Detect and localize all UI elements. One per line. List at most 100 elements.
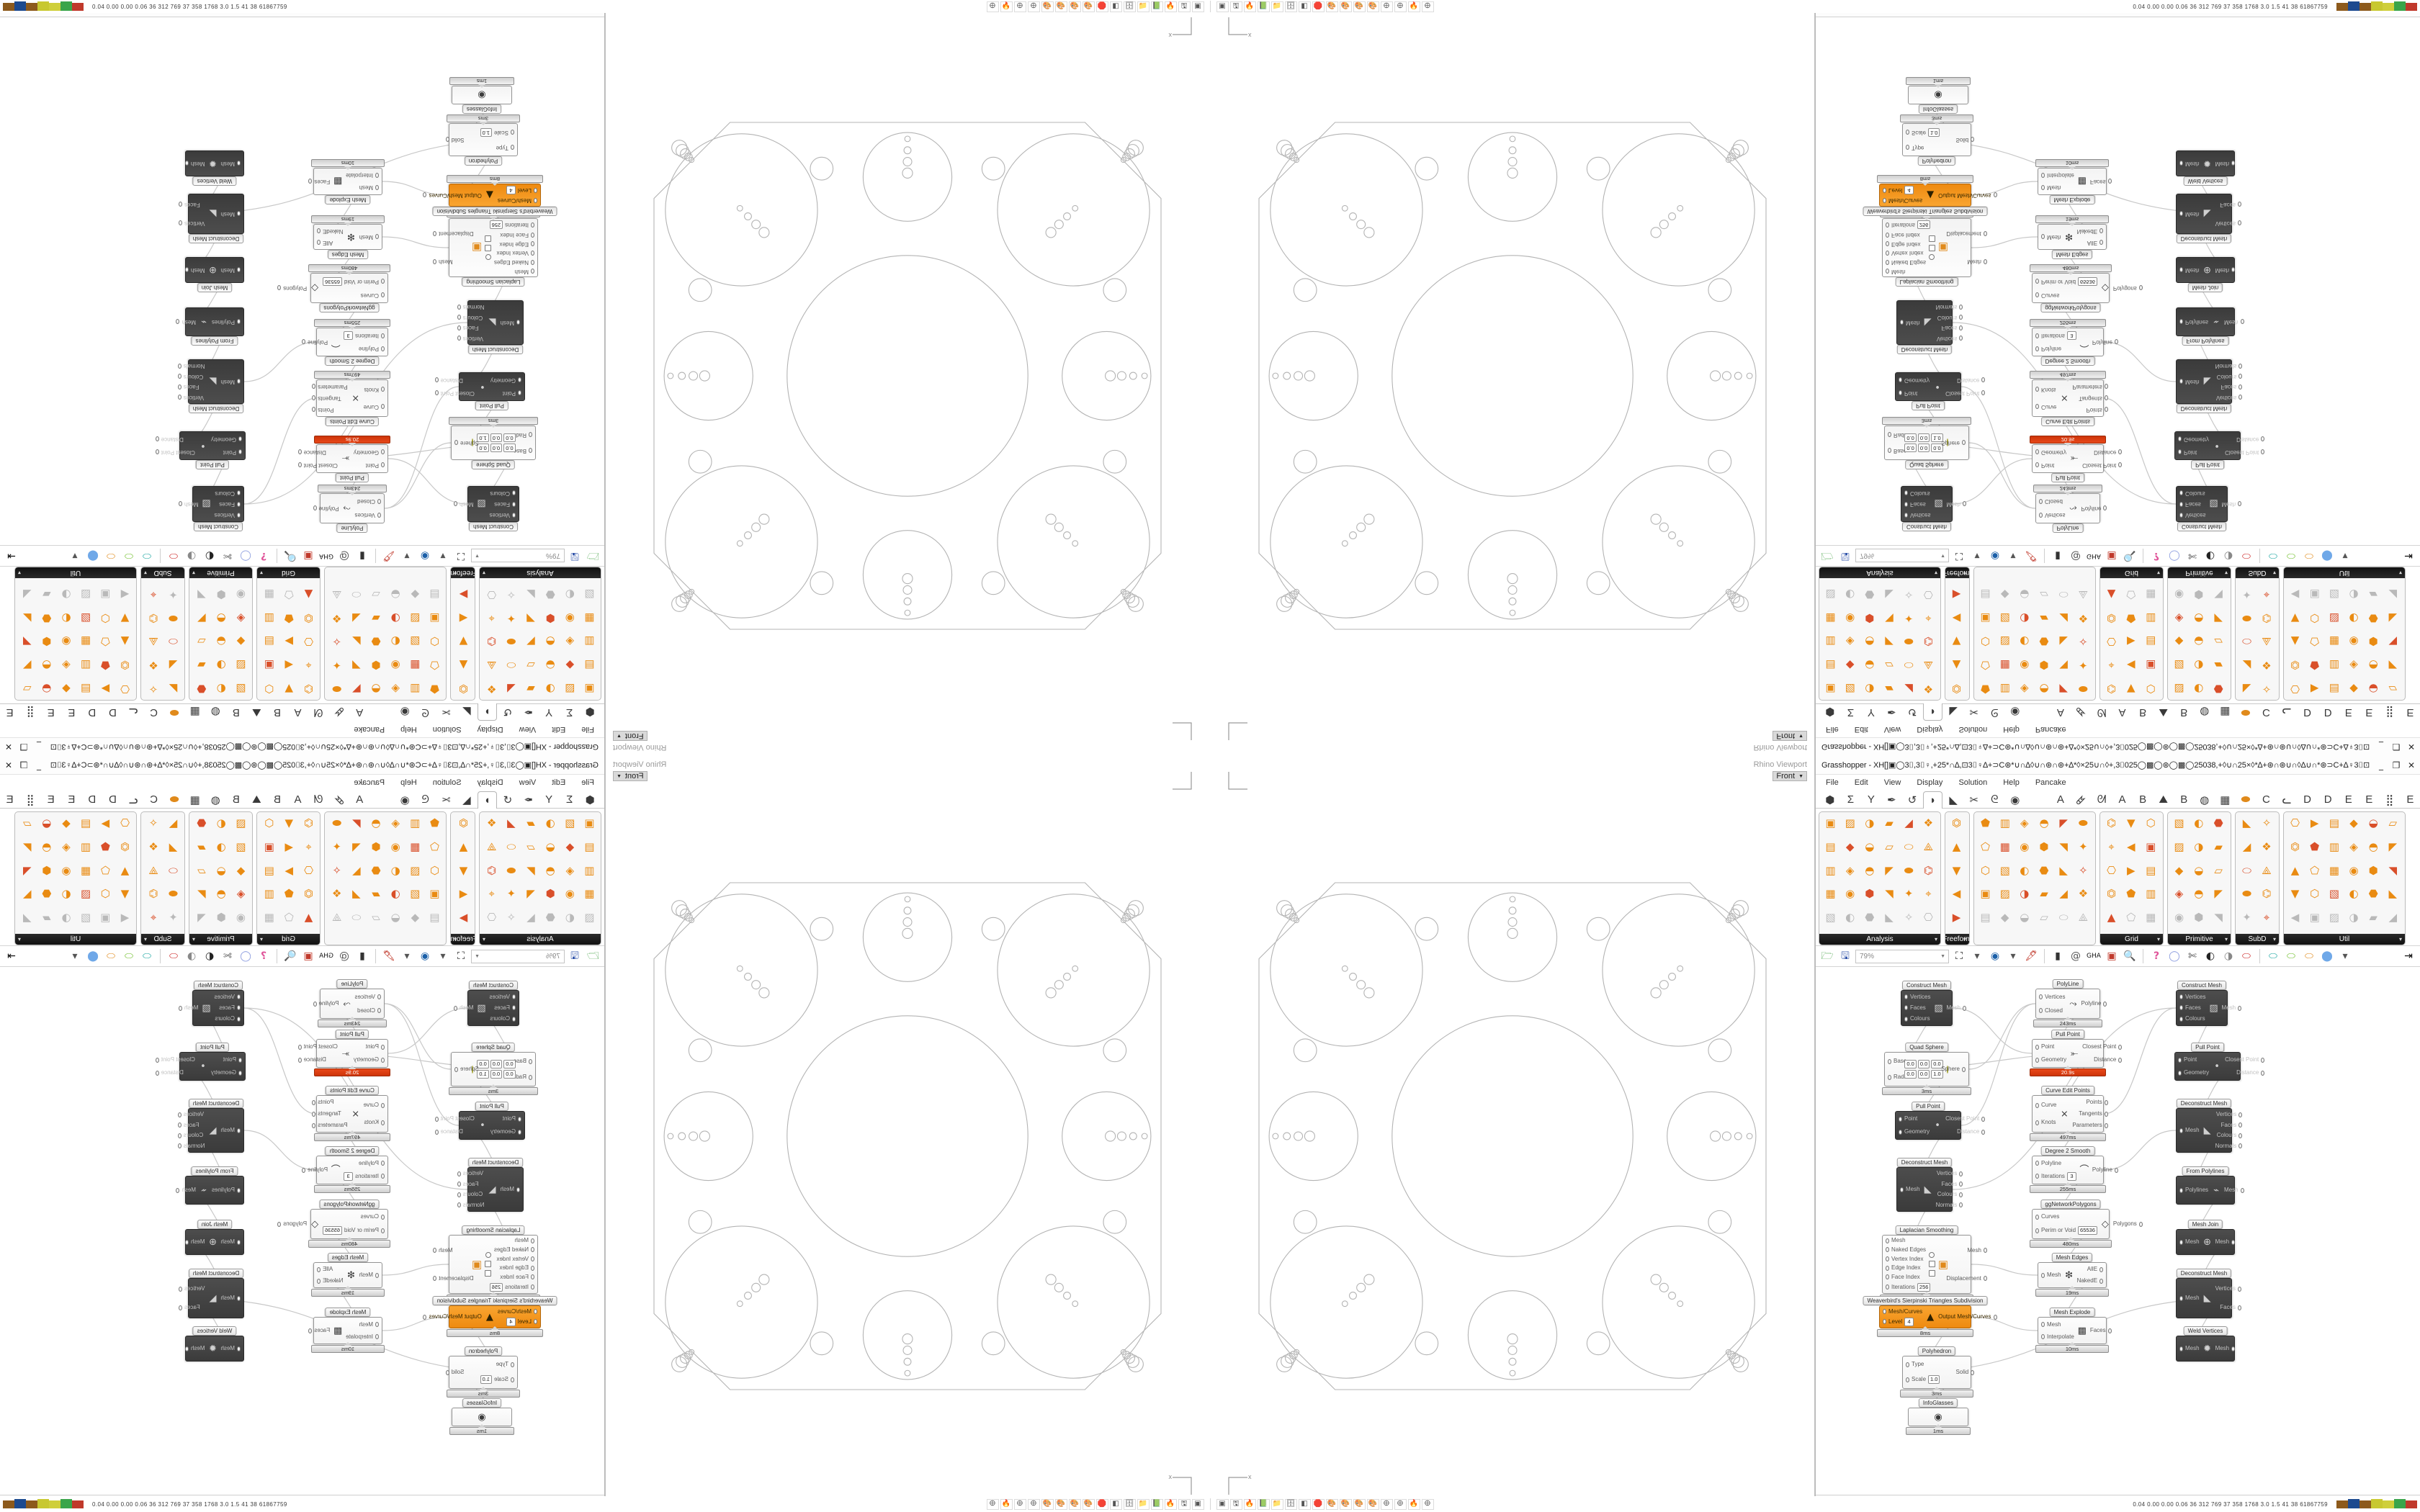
component-button[interactable]: ▰ — [526, 816, 535, 829]
component-button[interactable]: ◓ — [216, 611, 226, 625]
gh-node-input-port[interactable]: Polyline — [344, 346, 385, 353]
port-value-field[interactable]: 1.0 — [1928, 1375, 1940, 1384]
numeric-field[interactable]: 0.0 — [503, 444, 516, 452]
gh-node-body[interactable]: Mesh Naked Edges Vertex Index Edge Index Fac… — [1880, 210, 1987, 277]
port-connector-icon[interactable] — [2035, 1228, 2039, 1233]
gh-node-input-port[interactable]: Colours — [215, 490, 241, 497]
port-connector-icon[interactable] — [531, 1256, 534, 1262]
component-button[interactable]: ◥ — [352, 840, 361, 853]
component-button[interactable]: ◒ — [2194, 863, 2204, 877]
zoom-extents-icon[interactable]: ⛶ — [457, 550, 465, 562]
component-button[interactable]: ▲ — [1952, 840, 1961, 853]
component-button[interactable]: ◥ — [526, 887, 535, 901]
taskbar-app-icon[interactable]: ▣ — [1216, 1, 1229, 12]
gh-node-input-port[interactable]: Vertices — [1904, 511, 1930, 518]
component-button[interactable]: ◓ — [216, 887, 226, 901]
tab-addon-d2-tab[interactable]: D — [88, 706, 97, 719]
component-button[interactable]: ▥ — [2329, 840, 2339, 853]
port-connector-icon[interactable] — [176, 319, 180, 325]
gh-node-output-port[interactable]: Vertices — [177, 1111, 204, 1118]
component-button[interactable]: ◑ — [2349, 588, 2359, 601]
component-button[interactable]: ▣ — [100, 588, 111, 601]
port-connector-icon[interactable] — [1899, 1129, 1902, 1135]
gh-node-body[interactable]: Polylines ⌁ Mesh — [2176, 307, 2244, 336]
port-connector-icon[interactable] — [2114, 339, 2118, 345]
gh-node-body[interactable]: Point Geometry ⤜ Closest Point Distance 20.9s — [297, 1039, 390, 1076]
component-button[interactable]: ◥ — [22, 863, 32, 877]
component-button[interactable]: ◈ — [565, 863, 575, 877]
port-connector-icon[interactable] — [457, 336, 461, 341]
zoom-extents-icon[interactable]: ⛶ — [457, 950, 465, 962]
port-connector-icon[interactable] — [2035, 1174, 2039, 1179]
gh-node-input-port[interactable]: Mesh — [490, 268, 534, 275]
component-button[interactable]: ▣ — [1825, 816, 1836, 829]
component-button[interactable]: ✦ — [2242, 911, 2251, 924]
component-button[interactable]: ▱ — [22, 816, 32, 829]
port-value-field[interactable]: 65536 — [323, 277, 342, 286]
gh-node-input-port[interactable]: Naked Edges — [490, 1246, 534, 1254]
component-button[interactable]: ▥ — [1999, 816, 2010, 829]
port-connector-icon[interactable] — [2099, 1266, 2104, 1272]
numeric-field[interactable]: 0.0 — [1904, 444, 1917, 452]
component-button[interactable]: ▥ — [2146, 887, 2156, 901]
shade-red-icon[interactable]: ⬭ — [169, 950, 178, 962]
gh-node-deconstruct-mesh-1[interactable]: Deconstruct Mesh Mesh ◣ Vertices Faces Colour… — [1896, 1158, 1963, 1212]
port-connector-icon[interactable] — [2039, 499, 2043, 504]
port-connector-icon[interactable] — [177, 384, 182, 390]
component-button[interactable]: ⌖ — [2108, 840, 2115, 853]
minimize-button[interactable]: _ — [37, 742, 41, 752]
shade-dark-icon[interactable]: ◐ — [205, 550, 215, 562]
component-button[interactable]: ◣ — [2059, 863, 2068, 877]
search-solution-icon[interactable]: 🔍 — [284, 550, 297, 562]
port-connector-icon[interactable] — [1886, 269, 1889, 274]
component-button[interactable]: ◓ — [371, 683, 381, 696]
component-button[interactable]: ▶ — [101, 683, 110, 696]
gh-node-input-port[interactable]: Knots — [2035, 1119, 2056, 1126]
component-button[interactable]: ▦ — [410, 659, 421, 672]
gh-node-body[interactable]: Type Scale 1.0 Solid 3ms — [1900, 1356, 1975, 1398]
taskbar-app-icon[interactable]: 🜨 — [986, 1498, 999, 1510]
component-button[interactable]: ⬣ — [2368, 611, 2378, 625]
port-connector-icon[interactable] — [2240, 319, 2244, 325]
gh-node-polyhedron[interactable]: Polyhedron Type Scale 1.0 Solid 3ms — [445, 1346, 520, 1398]
gh-node-body[interactable]: Mesh ⊕ Mesh — [184, 257, 244, 283]
component-button[interactable]: ◢ — [22, 588, 32, 601]
port-connector-icon[interactable] — [2179, 1187, 2183, 1193]
component-button[interactable]: ⬭ — [351, 588, 362, 601]
tab-addon-e2-tab[interactable]: E — [47, 706, 55, 719]
port-connector-icon[interactable] — [2099, 240, 2104, 246]
port-connector-icon[interactable] — [381, 462, 385, 468]
gh-node-laplacian-smoothing[interactable]: Laplacian Smoothing Mesh Naked Edges Vertex… — [1880, 1225, 1987, 1302]
component-button[interactable]: ◀ — [2127, 659, 2136, 672]
gh-node-output-port[interactable]: Colours — [177, 373, 203, 380]
component-button[interactable]: ◣ — [2388, 887, 2398, 901]
menu-item-view[interactable]: View — [519, 778, 537, 787]
gh-node-infoglasses[interactable]: InfoGlasses ◉ 1ms — [1906, 77, 1971, 114]
component-button[interactable]: ⌬ — [1923, 863, 1933, 877]
gh-node-output-port[interactable]: Displacement — [433, 1275, 474, 1282]
port-connector-icon[interactable] — [177, 363, 182, 369]
component-button[interactable]: ◒ — [1865, 840, 1875, 853]
panel-expand-arrow-icon[interactable]: ▾ — [1963, 936, 1966, 942]
port-connector-icon[interactable] — [237, 1005, 241, 1011]
port-connector-icon[interactable] — [2035, 346, 2039, 351]
component-button[interactable]: ◤ — [197, 887, 206, 901]
component-button[interactable]: ◐ — [565, 911, 575, 924]
port-connector-icon[interactable] — [2039, 1008, 2043, 1013]
component-button[interactable]: ⬣ — [2213, 816, 2223, 829]
gh-node-body[interactable]: Polylines ⌁ Mesh — [176, 1176, 244, 1205]
port-connector-icon[interactable] — [1899, 1116, 1902, 1122]
gh-node-output-port[interactable]: Closest Point — [297, 1043, 338, 1050]
port-connector-icon[interactable] — [529, 448, 532, 454]
component-button[interactable]: ◐ — [1845, 911, 1855, 924]
gh-node-body[interactable]: Base Radius 0.0 0.0 0.0 0.0 0.0 1.0 Sphere 3ms — [1882, 417, 1971, 460]
gh-node-output-port[interactable]: Polyline — [302, 338, 328, 346]
component-button[interactable]: ◤ — [22, 840, 32, 853]
mat-orange-icon[interactable]: ⬭ — [2305, 550, 2313, 562]
mat-orange-icon[interactable]: ⬭ — [107, 950, 115, 962]
component-button[interactable]: ▰ — [197, 659, 206, 672]
gh-node-input-port[interactable]: Geometry — [211, 1069, 242, 1076]
component-button[interactable]: ▦ — [264, 911, 274, 924]
gh-node-input-port[interactable]: Face Index — [490, 231, 534, 238]
gh-node-output-port[interactable]: Mesh — [184, 1238, 205, 1246]
